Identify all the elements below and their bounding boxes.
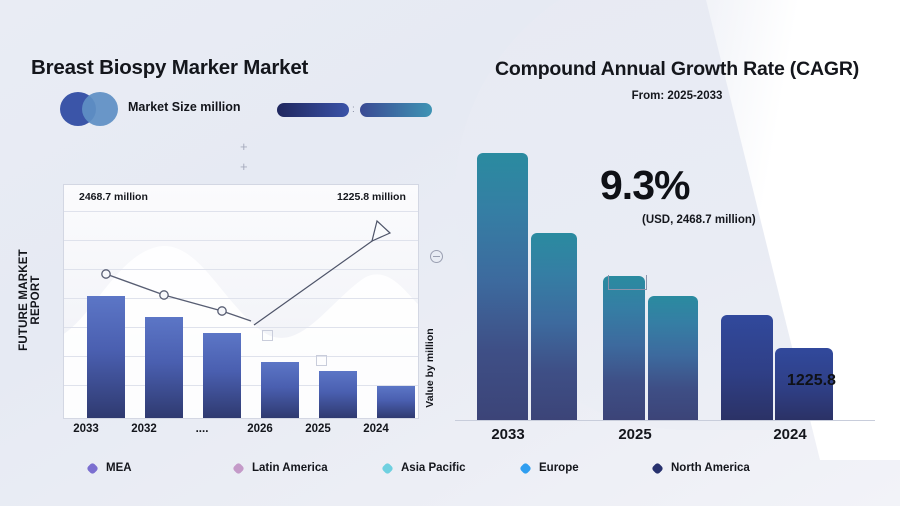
table-row (648, 296, 698, 420)
table-row (87, 296, 125, 418)
legend-label: MEA (106, 462, 132, 474)
x-tick-label: .... (195, 423, 209, 435)
table-row (477, 153, 528, 420)
table-row (319, 371, 357, 418)
left-chart-bars (64, 185, 418, 418)
left-chart-y-axis-label: FUTURE MARKET REPORT (18, 249, 42, 351)
left-chart-y-axis-label-right: Value by million (424, 328, 436, 408)
legend-dot-icon (232, 461, 245, 475)
cagr-percentage: 9.3% (600, 162, 690, 208)
right-chart-baseline (455, 420, 875, 421)
right-chart-tick-marker (608, 275, 647, 290)
gradient-pill-secondary (360, 103, 432, 117)
x-tick-label: 2032 (131, 423, 157, 435)
x-tick-label: 2024 (363, 423, 389, 435)
left-chart-x-axis: 2033 2032 .... 2026 2025 2024 (63, 423, 419, 443)
page-title: Breast Biospy Marker Market (31, 56, 309, 79)
plus-icon-bottom: + (240, 159, 248, 174)
legend-dot-icon (519, 461, 532, 475)
market-size-label: Market Size million (128, 100, 241, 114)
legend-item-mea[interactable]: MEA (86, 461, 132, 475)
right-chart-x-axis: 2033 2025 2024 (455, 426, 885, 448)
x-tick-label: 2025 (305, 423, 331, 435)
x-tick-label: 2024 (773, 426, 807, 443)
table-row (721, 315, 773, 420)
legend: MEA Latin America Asia Pacific Europe No… (0, 461, 900, 492)
legend-item-north-america[interactable]: North America (651, 461, 750, 475)
legend-label: North America (671, 462, 750, 474)
gradient-pill-primary (277, 103, 349, 117)
x-tick-label: 2025 (618, 426, 652, 443)
left-chart-start-value: 2468.7 million (79, 191, 148, 203)
legend-label: Asia Pacific (401, 462, 466, 474)
logo-row: Market Size million : (60, 92, 432, 128)
table-row (775, 348, 833, 420)
overlapping-circles-logo-icon (60, 92, 122, 126)
legend-label: Europe (539, 462, 579, 474)
table-row (377, 386, 415, 418)
legend-item-latin-america[interactable]: Latin America (232, 461, 328, 475)
value-callout-label: 1225.8 (787, 372, 836, 389)
left-chart-trend-line (101, 219, 392, 326)
table-row (531, 233, 577, 420)
legend-item-asia-pacific[interactable]: Asia Pacific (381, 461, 466, 475)
legend-dot-icon (651, 461, 664, 475)
table-row (603, 276, 645, 420)
cagr-usd-note: (USD, 2468.7 million) (642, 214, 756, 226)
legend-dot-icon (381, 461, 394, 475)
table-row (261, 362, 299, 418)
right-bar-chart (455, 150, 885, 420)
table-row (145, 317, 183, 418)
pill-separator: : (352, 104, 355, 115)
table-row (203, 333, 241, 418)
legend-dot-icon (86, 461, 99, 475)
minus-circle-icon (430, 250, 443, 263)
legend-item-europe[interactable]: Europe (519, 461, 579, 475)
x-tick-label: 2026 (247, 423, 273, 435)
x-tick-label: 2033 (73, 423, 99, 435)
cagr-title: Compound Annual Growth Rate (CAGR) (494, 58, 860, 80)
left-bar-chart: 2468.7 million 1225.8 million (63, 184, 419, 419)
x-tick-label: 2033 (491, 426, 525, 443)
cagr-subtitle: From: 2025-2033 (631, 90, 723, 102)
legend-label: Latin America (252, 462, 328, 474)
plus-icon-top: + (240, 139, 248, 154)
left-chart-end-value: 1225.8 million (337, 191, 406, 203)
